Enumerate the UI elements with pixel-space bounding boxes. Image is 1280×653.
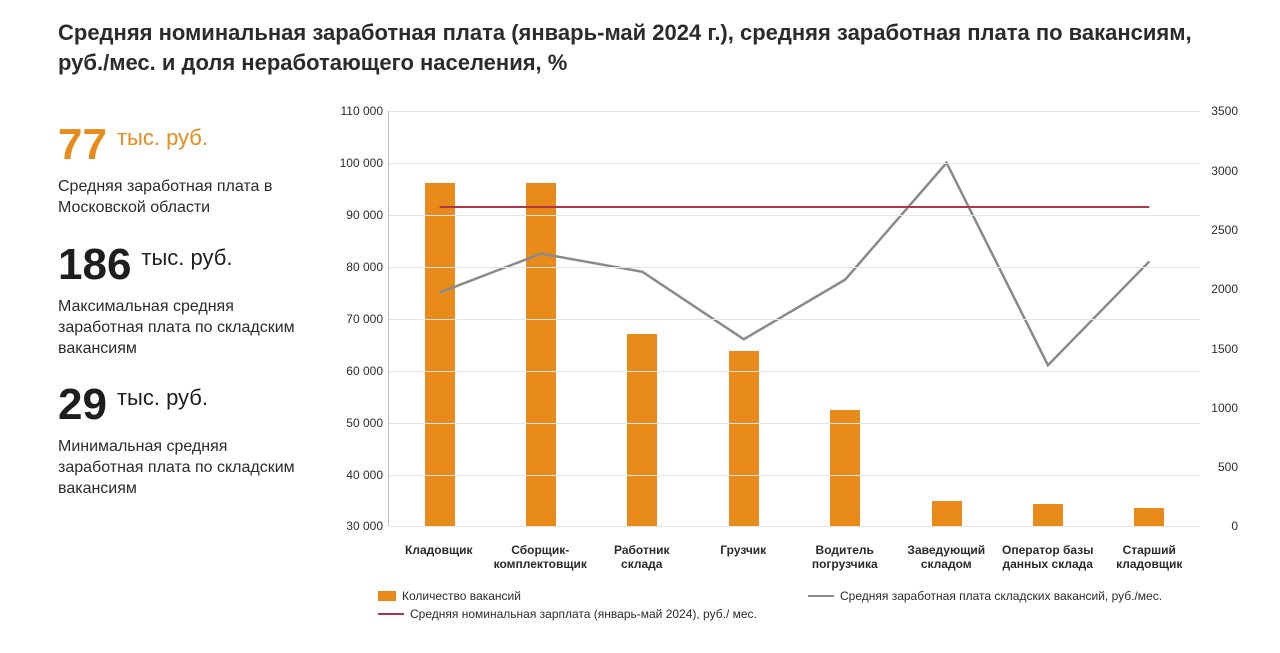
y-left-tick: 30 000 — [325, 519, 383, 533]
x-tick-label: Старшийкладовщик — [1099, 543, 1201, 572]
x-tick-label: Грузчик — [693, 543, 795, 572]
x-tick-label: Водительпогрузчика — [794, 543, 896, 572]
plot-area: 30 00040 00050 00060 00070 00080 00090 0… — [388, 111, 1200, 526]
stat-value: 77 — [58, 123, 107, 167]
y-right-tick: 1000 — [1204, 401, 1238, 415]
chart-legend: Количество вакансий Средняя заработная пл… — [378, 589, 1238, 621]
x-tick-label: Сборщик-комплектовщик — [490, 543, 592, 572]
legend-label: Количество вакансий — [402, 589, 521, 603]
y-left-tick: 110 000 — [325, 104, 383, 118]
y-left-tick: 60 000 — [325, 364, 383, 378]
legend-label: Средняя номинальная зарплата (январь-май… — [410, 607, 757, 621]
stat-max-salary: 186 тыс. руб. Максимальная средняя зараб… — [58, 243, 308, 359]
stat-avg-salary: 77 тыс. руб. Средняя заработная плата в … — [58, 123, 308, 219]
x-axis-labels: КладовщикСборщик-комплектовщикРаботникск… — [388, 543, 1200, 572]
y-left-tick: 100 000 — [325, 156, 383, 170]
chart-area: 30 000 40 000 50 000 60 000 70 000 80 000 90 0… — [318, 101, 1238, 621]
y-right-tick: 2000 — [1204, 282, 1238, 296]
y-right-tick: 2500 — [1204, 223, 1238, 237]
y-left-tick: 70 000 — [325, 312, 383, 326]
legend-label: Средняя заработная плата складских вакан… — [840, 589, 1162, 603]
stat-value: 186 — [58, 243, 131, 287]
stat-unit: тыс. руб. — [117, 123, 208, 149]
legend-swatch — [378, 591, 396, 601]
y-right-tick: 1500 — [1204, 342, 1238, 356]
stat-value: 29 — [58, 383, 107, 427]
y-left-tick: 50 000 — [325, 416, 383, 430]
chart-title: Средняя номинальная заработная плата (ян… — [58, 18, 1218, 77]
stat-desc: Средняя заработная плата в Московской об… — [58, 177, 308, 219]
legend-bars: Количество вакансий — [378, 589, 808, 603]
stat-desc: Максимальная средняя заработная плата по… — [58, 297, 308, 359]
legend-line-salary: Средняя заработная плата складских вакан… — [808, 589, 1238, 603]
content-row: 77 тыс. руб. Средняя заработная плата в … — [58, 101, 1238, 621]
y-left-tick: 90 000 — [325, 208, 383, 222]
stat-desc: Минимальная средняя заработная плата по … — [58, 437, 308, 499]
x-tick-label: Кладовщик — [388, 543, 490, 572]
stat-unit: тыс. руб. — [141, 243, 232, 269]
legend-swatch — [378, 613, 404, 615]
legend-swatch — [808, 595, 834, 597]
y-right-tick: 3500 — [1204, 104, 1238, 118]
y-right-tick: 3000 — [1204, 164, 1238, 178]
x-tick-label: Работниксклада — [591, 543, 693, 572]
y-left-tick: 40 000 — [325, 468, 383, 482]
stats-panel: 77 тыс. руб. Средняя заработная плата в … — [58, 101, 308, 621]
stat-unit: тыс. руб. — [117, 383, 208, 409]
legend-line-nominal: Средняя номинальная зарплата (январь-май… — [378, 607, 808, 621]
y-right-tick: 0 — [1204, 519, 1238, 533]
stat-min-salary: 29 тыс. руб. Минимальная средняя заработ… — [58, 383, 308, 499]
y-left-tick: 80 000 — [325, 260, 383, 274]
y-right-tick: 500 — [1204, 460, 1238, 474]
x-tick-label: Заведующийскладом — [896, 543, 998, 572]
line-salary — [440, 163, 1150, 365]
x-tick-label: Оператор базыданных склада — [997, 543, 1099, 572]
